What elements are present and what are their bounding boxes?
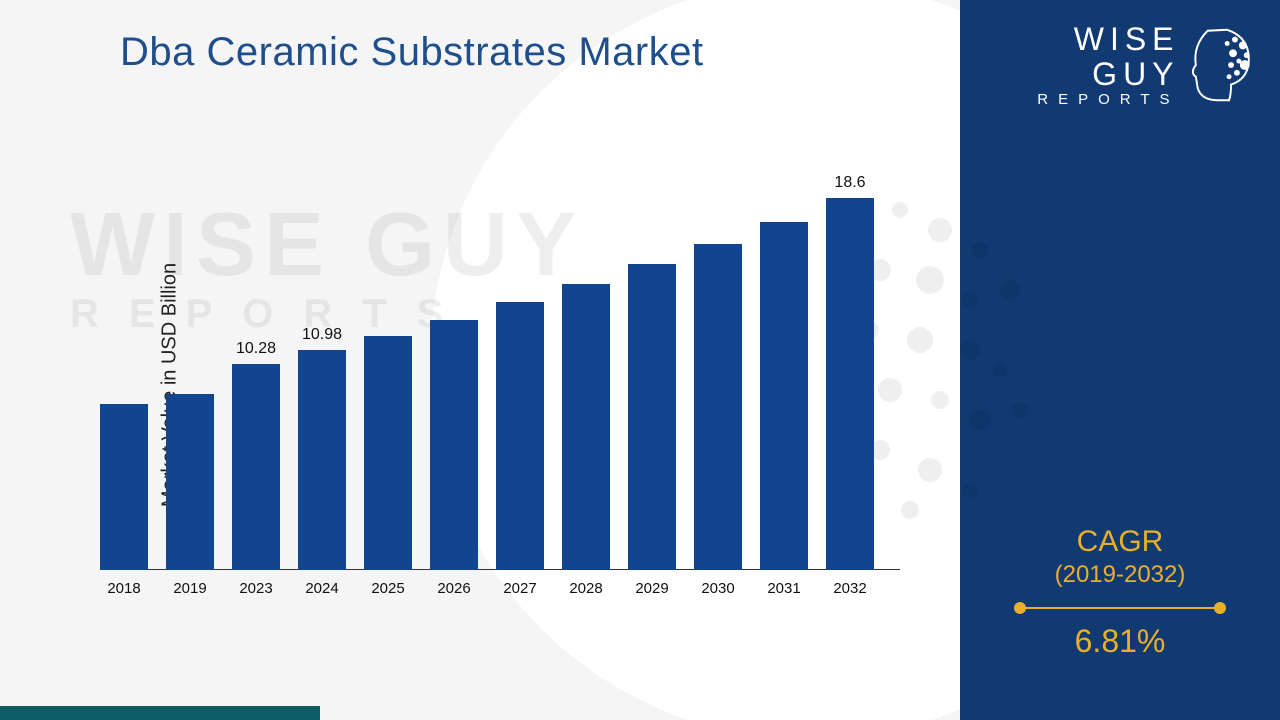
brand-line2: REPORTS (976, 92, 1180, 109)
bar-category-label: 2025 (371, 580, 404, 597)
bar-fill (760, 222, 808, 570)
bar-category-label: 2018 (107, 580, 140, 597)
bar: 2028 (562, 284, 610, 570)
bar-category-label: 2023 (239, 580, 272, 597)
bar: 2019 (166, 394, 214, 570)
bar: 10.282023 (232, 364, 280, 570)
bar-category-label: 2026 (437, 580, 470, 597)
bar-value-label: 10.98 (302, 326, 342, 344)
bar-fill (826, 198, 874, 570)
bar-category-label: 2019 (173, 580, 206, 597)
cagr-divider (1020, 607, 1220, 609)
chart-area: Market Value in USD Billion 2018201910.2… (70, 170, 900, 600)
cagr-label: CAGR (1000, 525, 1240, 559)
head-icon (1188, 25, 1256, 105)
bar: 18.62032 (826, 198, 874, 570)
bar-value-label: 18.6 (834, 174, 865, 192)
bar: 2027 (496, 302, 544, 570)
bar: 2025 (364, 336, 412, 570)
cagr-value: 6.81% (1000, 623, 1240, 660)
bar-fill (298, 350, 346, 570)
bar-fill (628, 264, 676, 570)
bar-category-label: 2028 (569, 580, 602, 597)
bar-fill (496, 302, 544, 570)
bar: 2018 (100, 404, 148, 570)
bar-category-label: 2030 (701, 580, 734, 597)
chart-title: Dba Ceramic Substrates Market (120, 30, 704, 75)
bar-category-label: 2032 (833, 580, 866, 597)
bar-fill (694, 244, 742, 570)
bar: 10.982024 (298, 350, 346, 570)
bar-fill (100, 404, 148, 570)
bar-fill (430, 320, 478, 570)
bar-fill (364, 336, 412, 570)
bar: 2030 (694, 244, 742, 570)
brand-logo: WISE GUY REPORTS (976, 20, 1256, 110)
bar-category-label: 2024 (305, 580, 338, 597)
bar-category-label: 2029 (635, 580, 668, 597)
bar-fill (166, 394, 214, 570)
bar: 2029 (628, 264, 676, 570)
bar-category-label: 2027 (503, 580, 536, 597)
bar-fill (562, 284, 610, 570)
bar-category-label: 2031 (767, 580, 800, 597)
bottom-accent-bar (0, 706, 320, 720)
page-root: WISE GUYREPORTS Dba Ceramic Substrates M… (0, 0, 1280, 720)
cagr-block: CAGR (2019-2032) 6.81% (1000, 525, 1240, 660)
bar-value-label: 10.28 (236, 340, 276, 358)
bar-fill (232, 364, 280, 570)
brand-line1: WISE GUY (1074, 21, 1180, 92)
bar: 2026 (430, 320, 478, 570)
cagr-years: (2019-2032) (1000, 561, 1240, 589)
bar: 2031 (760, 222, 808, 570)
chart-plot: 2018 2019 10.282023 10.982024 2025 2026 2027 20… (100, 170, 900, 570)
